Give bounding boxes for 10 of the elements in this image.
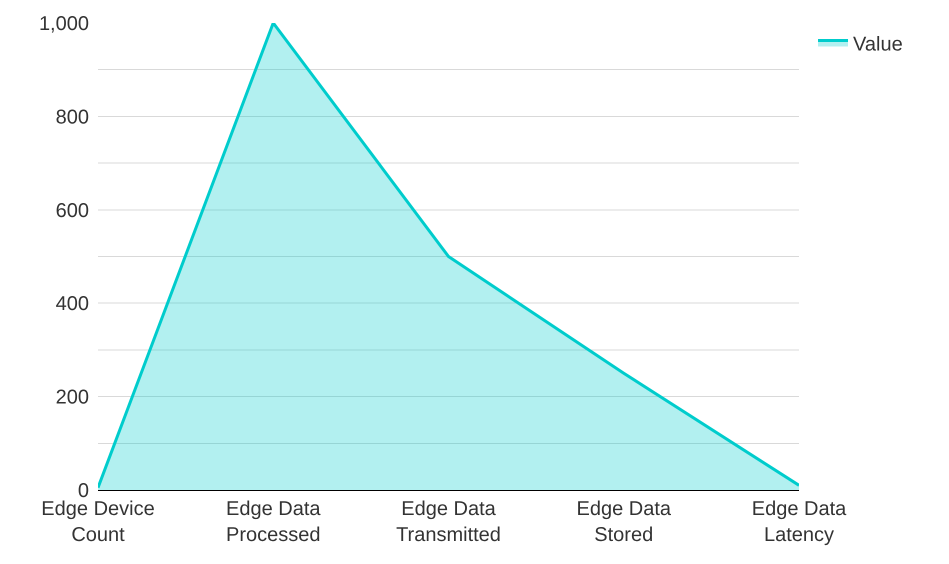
legend-label: Value	[853, 33, 903, 56]
y-tick-label: 200	[56, 386, 89, 409]
y-tick-label: 600	[56, 200, 89, 222]
x-tick-label: Edge Data Stored	[576, 498, 672, 546]
y-tick-label: 800	[56, 106, 89, 128]
y-tick-label: 400	[56, 293, 89, 316]
y-tick-label: 1,000	[38, 13, 89, 35]
x-tick-label: Edge Data Transmitted	[396, 498, 501, 546]
x-tick-label: Edge Data Processed	[226, 498, 322, 546]
x-tick-label: Edge Data Latency	[752, 498, 848, 546]
